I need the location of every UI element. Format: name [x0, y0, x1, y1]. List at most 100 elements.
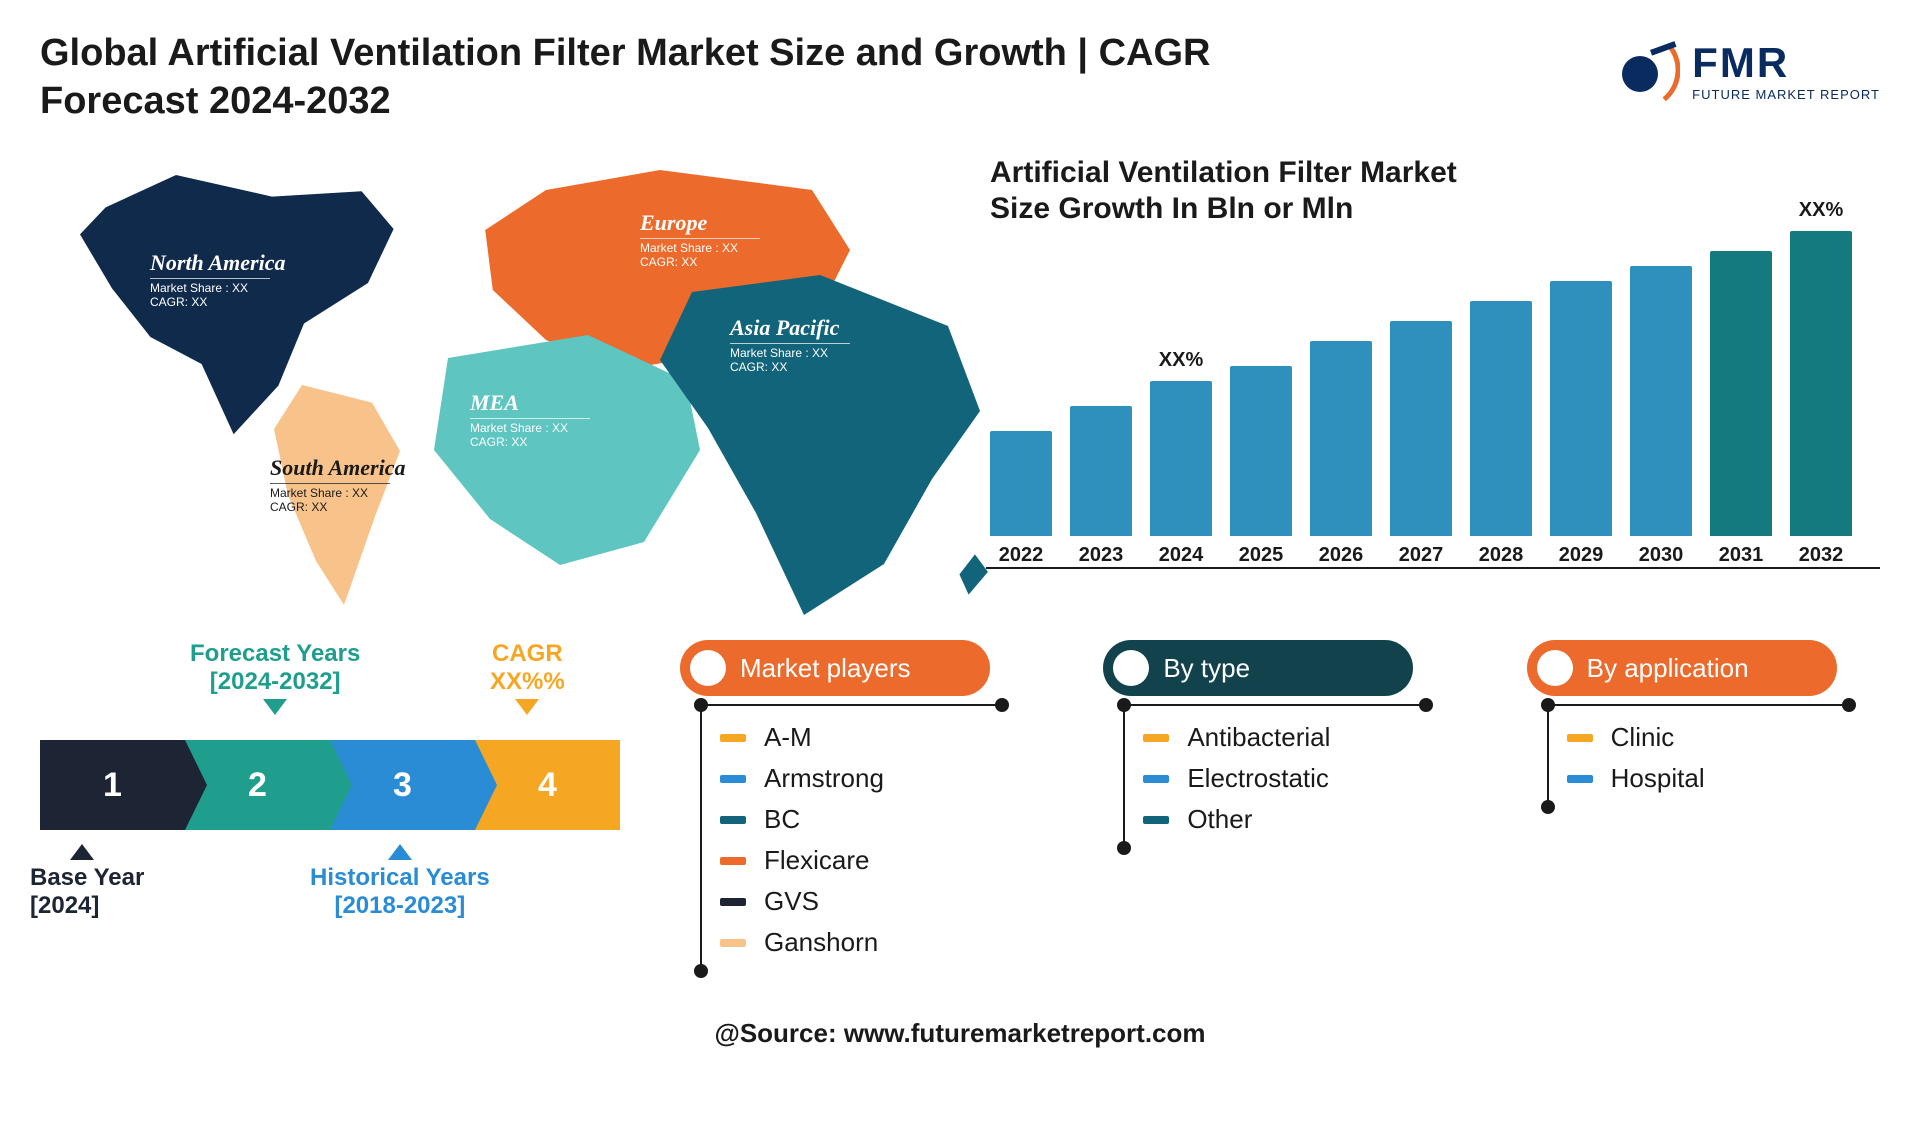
segment-list: A-M Armstrong BC Flexicare GVS Ganshorn	[680, 722, 1033, 958]
bar-2030: 2030	[1630, 234, 1692, 567]
bar-x-label: 2025	[1239, 544, 1284, 567]
chart-bars: 2022 2023 XX% 2024 2025 2026 2027 2028 2029 2030 2…	[990, 247, 1880, 567]
bar-rect	[1230, 366, 1292, 536]
swatch-icon	[1567, 734, 1593, 742]
segment-item: GVS	[720, 886, 1033, 917]
swatch-icon	[1567, 775, 1593, 783]
bar-rect	[1310, 341, 1372, 536]
bar-rect	[1710, 251, 1772, 536]
bar-2029: 2029	[1550, 249, 1612, 567]
segment-item: Antibacterial	[1143, 722, 1456, 753]
swatch-icon	[720, 857, 746, 865]
bar-x-label: 2027	[1399, 544, 1444, 567]
bar-2023: 2023	[1070, 374, 1132, 567]
fmr-logo: FMR FUTURE MARKET REPORT	[1600, 30, 1880, 110]
swatch-icon	[720, 734, 746, 742]
segment-item: Hospital	[1567, 763, 1880, 794]
bar-2024: XX% 2024	[1150, 349, 1212, 567]
growth-bar-chart: Artificial Ventilation Filter Market Siz…	[990, 155, 1880, 585]
segment-item: A-M	[720, 722, 1033, 753]
timeline-seg-1: 1	[40, 740, 185, 830]
region-label-europe: EuropeMarket Share : XXCAGR: XX	[640, 210, 760, 269]
bar-x-label: 2029	[1559, 544, 1604, 567]
world-map: North AmericaMarket Share : XXCAGR: XX So…	[40, 155, 960, 585]
segment-item-label: Electrostatic	[1187, 763, 1329, 794]
bar-rect	[1150, 381, 1212, 536]
swatch-icon	[720, 939, 746, 947]
page-title: Global Artificial Ventilation Filter Mar…	[40, 30, 1240, 125]
segment-header: Market players	[680, 640, 990, 696]
callout-forecast: Forecast Years [2024-2032]	[190, 640, 360, 719]
bar-rect	[1390, 321, 1452, 536]
bar-rect	[1630, 266, 1692, 536]
swatch-icon	[1143, 816, 1169, 824]
swatch-icon	[720, 898, 746, 906]
segment-item: Electrostatic	[1143, 763, 1456, 794]
bar-2032: XX% 2032	[1790, 199, 1852, 567]
bar-2031: 2031	[1710, 219, 1772, 567]
chart-title: Artificial Ventilation Filter Market Siz…	[990, 155, 1510, 227]
callout-cagr: CAGR XX%%	[490, 640, 565, 719]
bar-2027: 2027	[1390, 289, 1452, 567]
bar-x-label: 2028	[1479, 544, 1524, 567]
segment-list: Antibacterial Electrostatic Other	[1103, 722, 1456, 835]
bar-x-label: 2031	[1719, 544, 1764, 567]
bar-2025: 2025	[1230, 334, 1292, 567]
segment-header: By type	[1103, 640, 1413, 696]
source-line: @Source: www.futuremarketreport.com	[40, 1018, 1880, 1049]
segment-item-label: BC	[764, 804, 800, 835]
logo-text-big: FMR	[1692, 39, 1880, 87]
segment-item-label: GVS	[764, 886, 819, 917]
bar-x-label: 2030	[1639, 544, 1684, 567]
segment-by_type: By type Antibacterial Electrostatic Other	[1103, 640, 1456, 968]
region-label-south_america: South AmericaMarket Share : XXCAGR: XX	[270, 455, 406, 514]
segment-item: BC	[720, 804, 1033, 835]
segment-item: Clinic	[1567, 722, 1880, 753]
region-label-mea: MEAMarket Share : XXCAGR: XX	[470, 390, 590, 449]
swatch-icon	[1143, 775, 1169, 783]
region-label-north_america: North AmericaMarket Share : XXCAGR: XX	[150, 250, 285, 309]
segment-item-label: Hospital	[1611, 763, 1705, 794]
swatch-icon	[720, 775, 746, 783]
segment-item-label: Ganshorn	[764, 927, 878, 958]
bar-rect	[1550, 281, 1612, 536]
bar-x-label: 2022	[999, 544, 1044, 567]
segment-item: Armstrong	[720, 763, 1033, 794]
segment-item-label: Antibacterial	[1187, 722, 1330, 753]
segment-header: By application	[1527, 640, 1837, 696]
bar-top-label: XX%	[1799, 199, 1843, 225]
logo-text-sub: FUTURE MARKET REPORT	[1692, 87, 1880, 102]
segment-by_application: By application Clinic Hospital	[1527, 640, 1880, 968]
segment-item-label: Armstrong	[764, 763, 884, 794]
fmr-logo-icon	[1600, 30, 1680, 110]
bar-2028: 2028	[1470, 269, 1532, 567]
segment-item-label: A-M	[764, 722, 812, 753]
timeline-panel: Forecast Years [2024-2032] CAGR XX%% 1 2…	[40, 640, 620, 830]
segment-item: Flexicare	[720, 845, 1033, 876]
bar-rect	[1070, 406, 1132, 536]
bar-x-label: 2026	[1319, 544, 1364, 567]
swatch-icon	[720, 816, 746, 824]
segment-item-label: Clinic	[1611, 722, 1675, 753]
segment-item-label: Flexicare	[764, 845, 869, 876]
region-label-asia_pacific: Asia PacificMarket Share : XXCAGR: XX	[730, 315, 850, 374]
segment-item: Ganshorn	[720, 927, 1033, 958]
segment-market_players: Market players A-M Armstrong BC Flexicare GVS…	[680, 640, 1033, 968]
timeline-bar: 1 2 3 4	[40, 740, 620, 830]
bar-rect	[1790, 231, 1852, 536]
segment-list: Clinic Hospital	[1527, 722, 1880, 794]
chart-axis	[986, 567, 1880, 569]
bar-2026: 2026	[1310, 309, 1372, 567]
swatch-icon	[1143, 734, 1169, 742]
callout-historical: Historical Years [2018-2023]	[310, 840, 490, 919]
bar-rect	[1470, 301, 1532, 536]
region-mea	[420, 335, 700, 565]
bar-top-label: XX%	[1159, 349, 1203, 375]
bar-x-label: 2024	[1159, 544, 1204, 567]
bar-x-label: 2032	[1799, 544, 1844, 567]
segment-item: Other	[1143, 804, 1456, 835]
segment-item-label: Other	[1187, 804, 1252, 835]
bar-2022: 2022	[990, 399, 1052, 567]
region-nz-shape	[954, 552, 992, 598]
bar-rect	[990, 431, 1052, 536]
